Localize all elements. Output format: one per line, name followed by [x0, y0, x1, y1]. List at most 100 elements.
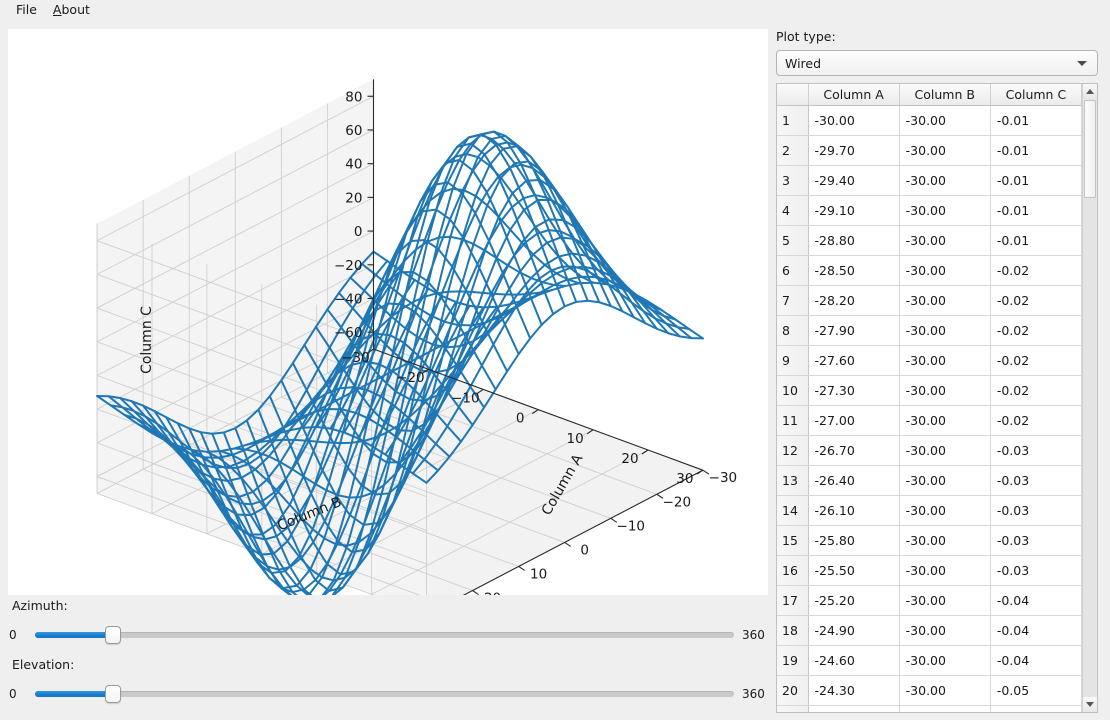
table-cell-column-c[interactable]: -0.02 [990, 255, 1082, 286]
table-cell-column-a[interactable]: -27.00 [808, 405, 900, 436]
column-header-b[interactable]: Column B [899, 84, 991, 106]
scrollbar-thumb[interactable] [1084, 100, 1096, 198]
table-row[interactable]: 19 -24.60 -30.00 -0.04 [777, 645, 1082, 676]
table-row[interactable]: 11 -27.00 -30.00 -0.02 [777, 405, 1082, 436]
table-row[interactable]: 18 -24.90 -30.00 -0.04 [777, 615, 1082, 646]
table-row-index[interactable]: 1 [777, 105, 809, 136]
table-row[interactable]: 13 -26.40 -30.00 -0.03 [777, 465, 1082, 496]
table-cell-column-a[interactable]: -26.10 [808, 495, 900, 526]
table-row[interactable]: 10 -27.30 -30.00 -0.02 [777, 375, 1082, 406]
column-header-a[interactable]: Column A [808, 84, 900, 106]
table-cell-column-c[interactable]: -0.03 [990, 465, 1082, 496]
elevation-slider-track[interactable] [35, 685, 734, 703]
table-cell-column-b[interactable] [899, 705, 991, 712]
table-cell-column-b[interactable]: -30.00 [899, 405, 991, 436]
table-cell-column-a[interactable]: -28.80 [808, 225, 900, 256]
table-cell-column-c[interactable] [990, 705, 1082, 712]
table-cell-column-c[interactable]: -0.03 [990, 495, 1082, 526]
table-row-index[interactable]: 3 [777, 165, 809, 196]
table-cell-column-b[interactable]: -30.00 [899, 105, 991, 136]
table-row[interactable]: 7 -28.20 -30.00 -0.02 [777, 285, 1082, 316]
table-cell-column-a[interactable]: -28.50 [808, 255, 900, 286]
plot-type-dropdown[interactable]: Wired [776, 50, 1098, 76]
azimuth-slider-track[interactable] [35, 626, 734, 644]
table-cell-column-b[interactable]: -30.00 [899, 615, 991, 646]
table-cell-column-b[interactable]: -30.00 [899, 585, 991, 616]
table-cell-column-b[interactable]: -30.00 [899, 135, 991, 166]
table-row[interactable]: 15 -25.80 -30.00 -0.03 [777, 525, 1082, 556]
table-cell-column-c[interactable]: -0.01 [990, 105, 1082, 136]
table-cell-column-c[interactable]: -0.02 [990, 315, 1082, 346]
table-row[interactable]: 3 -29.40 -30.00 -0.01 [777, 165, 1082, 196]
table-cell-column-a[interactable] [808, 705, 900, 712]
scroll-down-arrow-icon[interactable] [1083, 697, 1097, 712]
table-cell-column-c[interactable]: -0.04 [990, 615, 1082, 646]
table-cell-column-c[interactable]: -0.04 [990, 645, 1082, 676]
table-row[interactable]: 9 -27.60 -30.00 -0.02 [777, 345, 1082, 376]
table-cell-column-c[interactable]: -0.01 [990, 135, 1082, 166]
scrollbar-trough[interactable] [1083, 99, 1097, 697]
table-row-index[interactable]: 13 [777, 465, 809, 496]
menu-item-file[interactable]: File [16, 2, 37, 17]
table-row-index[interactable]: 4 [777, 195, 809, 226]
data-table-scroll-area[interactable]: Column A Column B Column C 1 -30.00 -30.00… [777, 84, 1082, 712]
table-cell-column-b[interactable]: -30.00 [899, 375, 991, 406]
table-cell-column-b[interactable]: -30.00 [899, 435, 991, 466]
table-cell-column-c[interactable]: -0.02 [990, 345, 1082, 376]
table-cell-column-c[interactable]: -0.05 [990, 675, 1082, 706]
azimuth-slider-handle[interactable] [104, 626, 121, 644]
table-cell-column-a[interactable]: -24.90 [808, 615, 900, 646]
table-row[interactable]: 5 -28.80 -30.00 -0.01 [777, 225, 1082, 256]
table-cell-column-b[interactable]: -30.00 [899, 525, 991, 556]
table-cell-column-b[interactable]: -30.00 [899, 165, 991, 196]
table-cell-column-b[interactable]: -30.00 [899, 345, 991, 376]
table-row-index[interactable]: 20 [777, 675, 809, 706]
table-vertical-scrollbar[interactable] [1082, 84, 1097, 712]
table-corner-header[interactable] [777, 84, 809, 106]
table-cell-column-c[interactable]: -0.02 [990, 405, 1082, 436]
table-cell-column-b[interactable]: -30.00 [899, 645, 991, 676]
plot-panel[interactable]: −30−20−100102030−30−20−100102030−60−40−2… [8, 29, 768, 595]
table-row-index[interactable] [777, 705, 809, 712]
table-cell-column-b[interactable]: -30.00 [899, 315, 991, 346]
table-cell-column-a[interactable]: -27.30 [808, 375, 900, 406]
table-cell-column-b[interactable]: -30.00 [899, 675, 991, 706]
table-cell-column-b[interactable]: -30.00 [899, 465, 991, 496]
table-cell-column-c[interactable]: -0.02 [990, 375, 1082, 406]
plot-3d-wireframe[interactable]: −30−20−100102030−30−20−100102030−60−40−2… [8, 29, 768, 595]
table-row[interactable]: 16 -25.50 -30.00 -0.03 [777, 555, 1082, 586]
table-cell-column-a[interactable]: -25.50 [808, 555, 900, 586]
table-row-index[interactable]: 8 [777, 315, 809, 346]
table-row-index[interactable]: 19 [777, 645, 809, 676]
table-cell-column-a[interactable]: -24.60 [808, 645, 900, 676]
table-row[interactable]: 12 -26.70 -30.00 -0.03 [777, 435, 1082, 466]
table-cell-column-a[interactable]: -24.30 [808, 675, 900, 706]
table-row-index[interactable]: 12 [777, 435, 809, 466]
table-row[interactable]: 4 -29.10 -30.00 -0.01 [777, 195, 1082, 226]
table-row-index[interactable]: 10 [777, 375, 809, 406]
table-cell-column-b[interactable]: -30.00 [899, 555, 991, 586]
table-cell-column-c[interactable]: -0.03 [990, 435, 1082, 466]
table-row[interactable]: 14 -26.10 -30.00 -0.03 [777, 495, 1082, 526]
table-row-index[interactable]: 14 [777, 495, 809, 526]
table-row-index[interactable]: 17 [777, 585, 809, 616]
table-cell-column-b[interactable]: -30.00 [899, 285, 991, 316]
table-row-index[interactable]: 5 [777, 225, 809, 256]
table-cell-column-b[interactable]: -30.00 [899, 195, 991, 226]
table-cell-column-c[interactable]: -0.01 [990, 225, 1082, 256]
table-cell-column-a[interactable]: -29.70 [808, 135, 900, 166]
table-cell-column-a[interactable]: -30.00 [808, 105, 900, 136]
table-row[interactable] [777, 705, 1082, 712]
table-row[interactable]: 8 -27.90 -30.00 -0.02 [777, 315, 1082, 346]
table-row-index[interactable]: 6 [777, 255, 809, 286]
table-cell-column-c[interactable]: -0.02 [990, 285, 1082, 316]
table-row[interactable]: 1 -30.00 -30.00 -0.01 [777, 105, 1082, 136]
table-cell-column-a[interactable]: -26.40 [808, 465, 900, 496]
table-cell-column-c[interactable]: -0.03 [990, 555, 1082, 586]
table-cell-column-a[interactable]: -26.70 [808, 435, 900, 466]
table-cell-column-a[interactable]: -27.60 [808, 345, 900, 376]
table-row-index[interactable]: 16 [777, 555, 809, 586]
table-cell-column-b[interactable]: -30.00 [899, 255, 991, 286]
table-row[interactable]: 17 -25.20 -30.00 -0.04 [777, 585, 1082, 616]
table-cell-column-a[interactable]: -25.80 [808, 525, 900, 556]
